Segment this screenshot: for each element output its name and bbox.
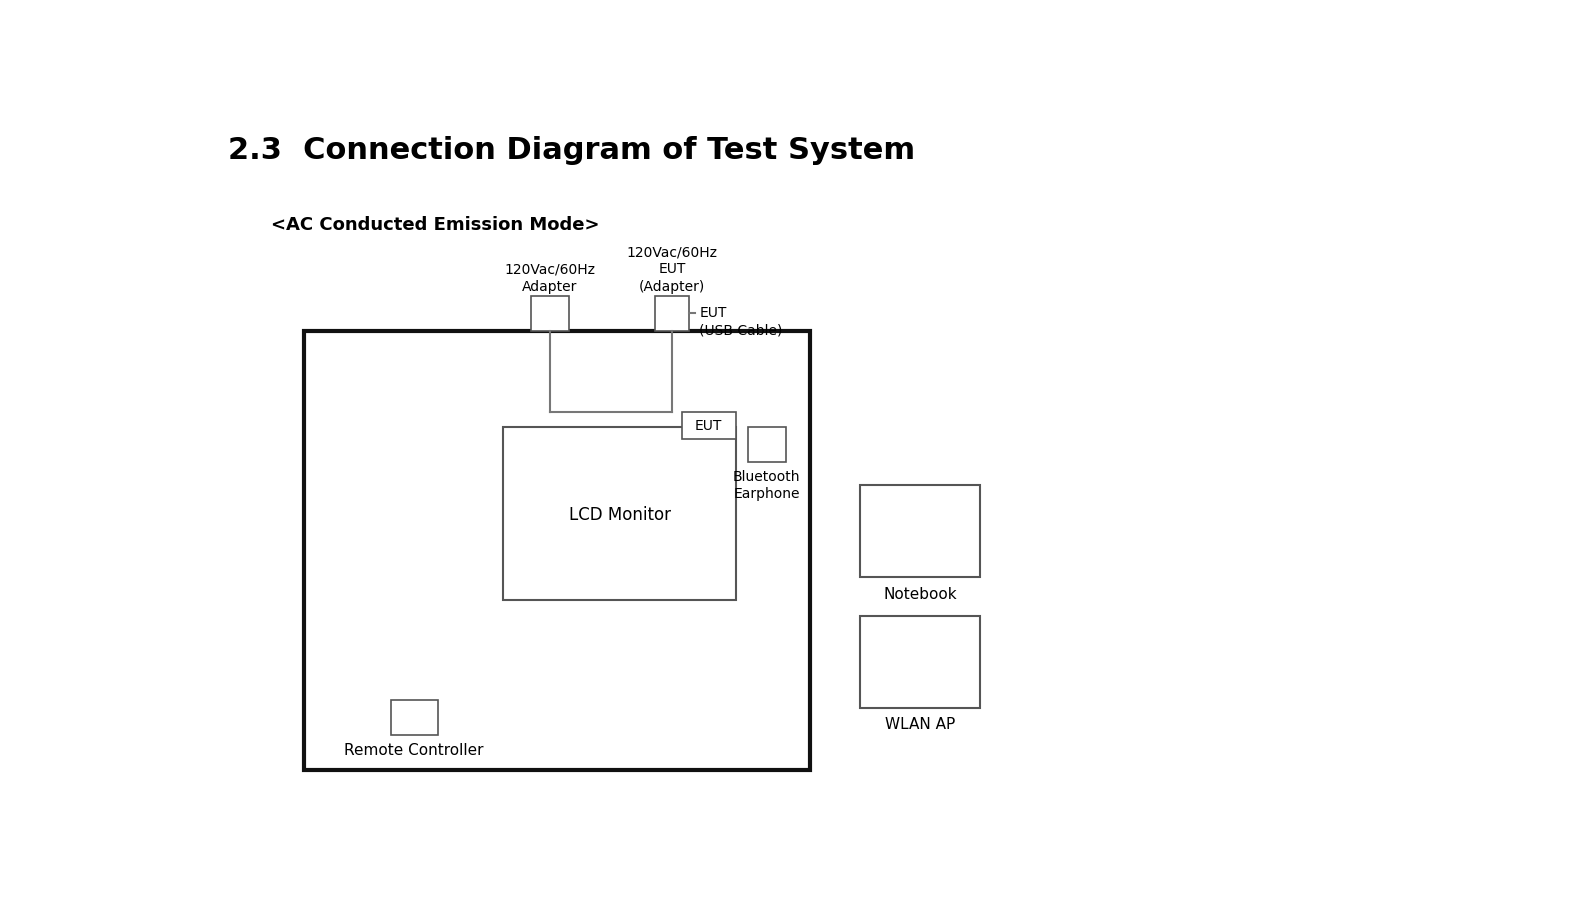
Bar [391, 701, 437, 735]
Text: LCD Monitor: LCD Monitor [568, 505, 671, 523]
Bar [682, 412, 735, 439]
Bar [305, 331, 810, 770]
Text: 120Vac/60Hz
EUT
(Adapter): 120Vac/60Hz EUT (Adapter) [626, 245, 718, 293]
Bar [530, 297, 570, 331]
Bar [503, 427, 735, 600]
Text: WLAN AP: WLAN AP [885, 717, 955, 731]
Text: Bluetooth
Earphone: Bluetooth Earphone [734, 470, 800, 500]
Bar [655, 297, 690, 331]
Text: 120Vac/60Hz
Adapter: 120Vac/60Hz Adapter [505, 262, 595, 293]
Text: Notebook: Notebook [884, 586, 956, 600]
Bar [860, 616, 980, 708]
Bar [860, 485, 980, 578]
Bar [748, 427, 786, 462]
Text: 2.3  Connection Diagram of Test System: 2.3 Connection Diagram of Test System [227, 136, 915, 165]
Text: EUT: EUT [694, 419, 723, 433]
Text: <AC Conducted Emission Mode>: <AC Conducted Emission Mode> [271, 216, 600, 234]
Text: EUT
(USB Cable): EUT (USB Cable) [699, 305, 783, 337]
Text: Remote Controller: Remote Controller [344, 742, 484, 757]
